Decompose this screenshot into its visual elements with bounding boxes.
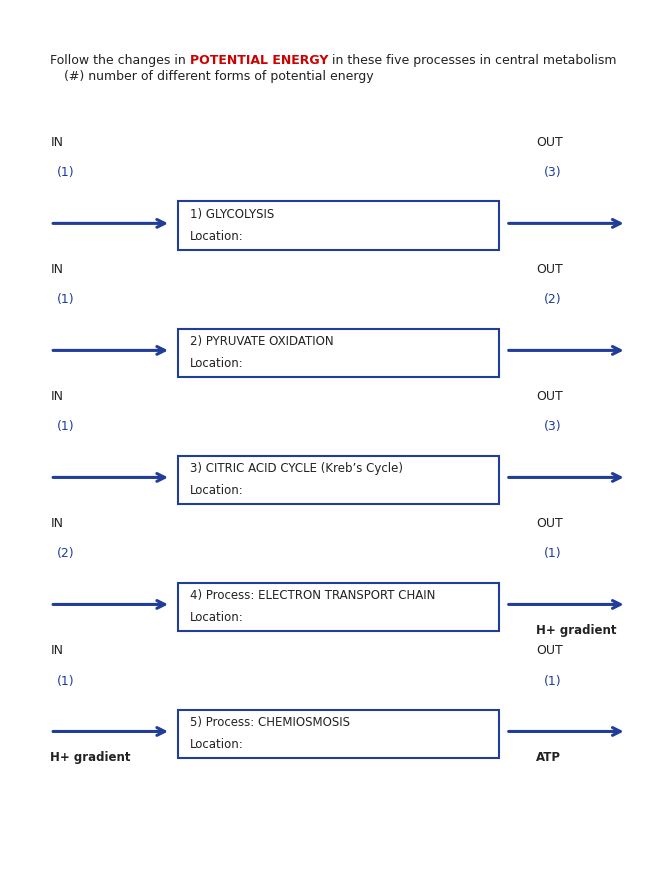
Bar [178,328,499,377]
Text: OUT: OUT [536,644,563,657]
Text: (1): (1) [57,166,74,180]
Text: IN: IN [50,136,63,149]
Text: (1): (1) [57,420,74,434]
Text: OUT: OUT [536,136,563,149]
Text: (3): (3) [544,420,561,434]
Text: (1): (1) [57,293,74,307]
Bar [178,583,499,631]
Bar [178,710,499,758]
Bar [178,201,499,250]
Text: (2): (2) [544,293,561,307]
Text: H+ gradient: H+ gradient [50,751,131,764]
Text: Location:: Location: [190,484,243,498]
Text: (1): (1) [544,548,561,561]
Text: IN: IN [50,390,63,403]
Text: H+ gradient: H+ gradient [536,624,616,637]
Text: ATP: ATP [536,751,561,764]
Text: Location:: Location: [190,611,243,625]
Text: (2): (2) [57,548,74,561]
Text: 4) Process: ELECTRON TRANSPORT CHAIN: 4) Process: ELECTRON TRANSPORT CHAIN [190,589,435,602]
Text: OUT: OUT [536,517,563,530]
Text: OUT: OUT [536,263,563,276]
Text: Location:: Location: [190,357,243,371]
Text: IN: IN [50,263,63,276]
Text: in these five processes in central metabolism: in these five processes in central metab… [328,54,617,67]
Text: 3) CITRIC ACID CYCLE (Kreb’s Cycle): 3) CITRIC ACID CYCLE (Kreb’s Cycle) [190,462,403,475]
Text: (3): (3) [544,166,561,180]
Text: (1): (1) [57,675,74,688]
Text: 5) Process: CHEMIOSMOSIS: 5) Process: CHEMIOSMOSIS [190,716,350,729]
Text: IN: IN [50,517,63,530]
Bar [178,456,499,504]
Text: Location:: Location: [190,738,243,752]
Text: OUT: OUT [536,390,563,403]
Text: IN: IN [50,644,63,657]
Text: (1): (1) [544,675,561,688]
Text: 1) GLYCOLYSIS: 1) GLYCOLYSIS [190,208,274,221]
Text: (#) number of different forms of potential energy: (#) number of different forms of potenti… [64,70,373,83]
Text: Follow the changes in: Follow the changes in [50,54,190,67]
Text: POTENTIAL ENERGY: POTENTIAL ENERGY [190,54,328,67]
Text: 2) PYRUVATE OXIDATION: 2) PYRUVATE OXIDATION [190,335,333,348]
Text: Location:: Location: [190,230,243,244]
